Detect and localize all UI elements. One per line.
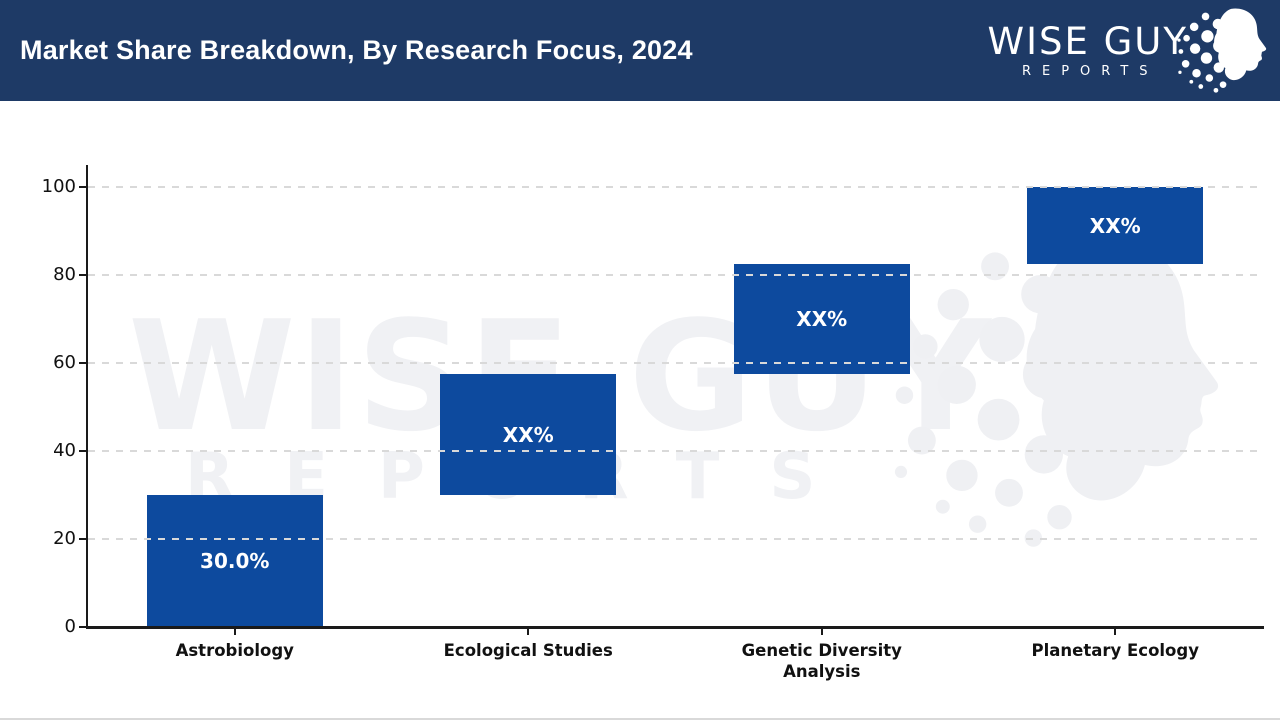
gridline — [88, 274, 1262, 276]
y-tick-mark — [79, 450, 86, 452]
y-tick-mark — [79, 274, 86, 276]
y-tick-mark — [79, 186, 86, 188]
x-axis-spine — [86, 626, 1264, 629]
header-bar: Market Share Breakdown, By Research Focu… — [0, 0, 1280, 101]
bar-value-label: XX% — [1089, 213, 1141, 238]
brand-name: WISE GUY — [987, 19, 1188, 63]
gridline — [88, 538, 1262, 540]
gridline — [88, 450, 1262, 452]
bar-value-label: XX% — [796, 307, 848, 331]
x-category-label: Genetic Diversity Analysis — [741, 641, 902, 682]
y-tick-label: 60 — [53, 352, 76, 373]
brand-text: WISE GUY REPORTS — [988, 23, 1188, 79]
x-tick-mark — [820, 629, 823, 635]
y-axis-spine — [86, 165, 88, 629]
bar-value-label: XX% — [502, 422, 554, 447]
y-tick-label: 40 — [53, 440, 76, 461]
x-category-label: Astrobiology — [175, 641, 294, 660]
bar — [733, 264, 910, 374]
gridline — [88, 186, 1262, 188]
y-tick-mark — [79, 538, 86, 540]
x-tick-mark — [527, 629, 530, 635]
gridline — [88, 362, 1262, 364]
x-category-label: Ecological Studies — [443, 641, 613, 660]
x-tick-mark — [1114, 629, 1117, 635]
x-category-label: Planetary Ecology — [1031, 641, 1199, 660]
brand-logo: WISE GUY REPORTS — [988, 6, 1274, 96]
y-tick-mark — [79, 626, 86, 628]
chart-title: Market Share Breakdown, By Research Focu… — [20, 35, 693, 65]
y-tick-label: 80 — [53, 264, 76, 285]
bar — [146, 495, 323, 627]
x-tick-mark — [233, 629, 236, 635]
y-tick-mark — [79, 362, 86, 364]
y-tick-label: 100 — [41, 176, 76, 197]
y-tick-label: 0 — [64, 616, 76, 637]
bar-value-label: 30.0% — [200, 549, 270, 573]
bar — [440, 374, 617, 495]
brand-subtitle: REPORTS — [1021, 63, 1159, 79]
y-tick-label: 20 — [53, 528, 76, 549]
